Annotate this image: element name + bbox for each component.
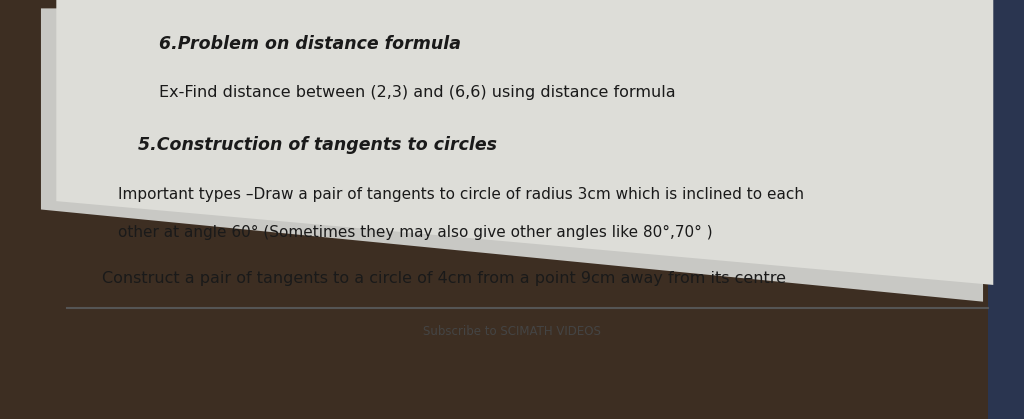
Text: Ex-Find distance between (2,3) and (6,6) using distance formula: Ex-Find distance between (2,3) and (6,6)… [159, 85, 676, 100]
Text: other at angle 60° (Sometimes they may also give other angles like 80°,70° ): other at angle 60° (Sometimes they may a… [118, 225, 713, 240]
Polygon shape [56, 0, 993, 285]
FancyBboxPatch shape [988, 0, 1024, 419]
Text: 5.Construction of tangents to circles: 5.Construction of tangents to circles [138, 136, 498, 153]
Polygon shape [41, 8, 983, 302]
Text: Subscribe to SCIMATH VIDEOS: Subscribe to SCIMATH VIDEOS [423, 324, 601, 338]
Text: 6.Problem on distance formula: 6.Problem on distance formula [159, 35, 461, 53]
Text: Construct a pair of tangents to a circle of 4cm from a point 9cm away from its c: Construct a pair of tangents to a circle… [102, 271, 786, 286]
Text: Important types –Draw a pair of tangents to circle of radius 3cm which is inclin: Important types –Draw a pair of tangents… [118, 187, 804, 202]
